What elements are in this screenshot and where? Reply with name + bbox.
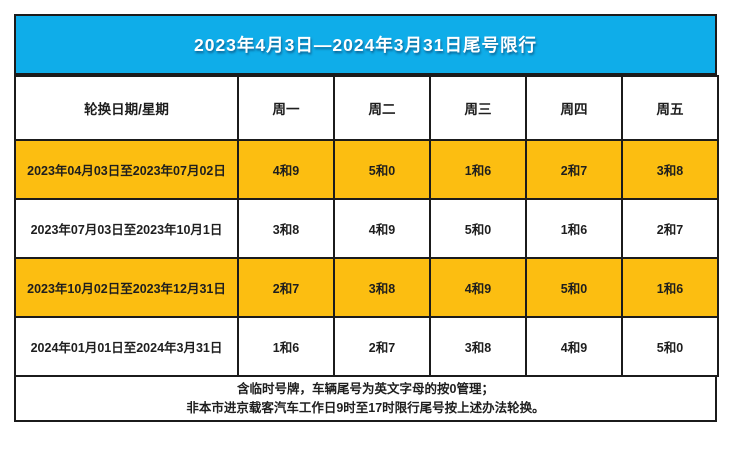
column-header-monday: 周一: [237, 75, 335, 141]
restriction-cell: 1和6: [429, 139, 527, 200]
restriction-cell: 4和9: [525, 316, 623, 377]
notice-title: 2023年4月3日—2024年3月31日尾号限行: [193, 35, 538, 55]
restriction-cell: 3和8: [237, 198, 335, 259]
restriction-cell: 1和6: [621, 257, 719, 318]
column-header-period: 轮换日期/星期: [14, 75, 239, 141]
restriction-schedule-table: 轮换日期/星期 周一 周二 周三 周四 周五 2023年04月03日至2023年…: [14, 75, 719, 377]
notice-title-bar: 2023年4月3日—2024年3月31日尾号限行: [14, 14, 717, 75]
restriction-cell: 2和7: [333, 316, 431, 377]
restriction-cell: 1和6: [525, 198, 623, 259]
footer-note-line1: 含临时号牌，车辆尾号为英文字母的按0管理；: [237, 381, 494, 396]
table-row: 2024年01月01日至2024年3月31日 1和6 2和7 3和8 4和9 5…: [14, 316, 719, 377]
restriction-cell: 4和9: [429, 257, 527, 318]
period-cell: 2023年07月03日至2023年10月1日: [14, 198, 239, 259]
column-header-tuesday: 周二: [333, 75, 431, 141]
restriction-cell: 2和7: [237, 257, 335, 318]
restriction-cell: 5和0: [333, 139, 431, 200]
footer-note: 含临时号牌，车辆尾号为英文字母的按0管理； 非本市进京载客汽车工作日9时至17时…: [14, 377, 717, 422]
restriction-cell: 3和8: [429, 316, 527, 377]
period-cell: 2024年01月01日至2024年3月31日: [14, 316, 239, 377]
restriction-cell: 5和0: [621, 316, 719, 377]
restriction-cell: 1和6: [237, 316, 335, 377]
restriction-cell: 3和8: [621, 139, 719, 200]
period-cell: 2023年04月03日至2023年07月02日: [14, 139, 239, 200]
table-header-row: 轮换日期/星期 周一 周二 周三 周四 周五: [14, 75, 719, 141]
table-row: 2023年07月03日至2023年10月1日 3和8 4和9 5和0 1和6 2…: [14, 198, 719, 259]
restriction-cell: 4和9: [333, 198, 431, 259]
restriction-cell: 4和9: [237, 139, 335, 200]
restriction-cell: 2和7: [525, 139, 623, 200]
column-header-thursday: 周四: [525, 75, 623, 141]
period-cell: 2023年10月02日至2023年12月31日: [14, 257, 239, 318]
restriction-cell: 5和0: [429, 198, 527, 259]
table-row: 2023年04月03日至2023年07月02日 4和9 5和0 1和6 2和7 …: [14, 139, 719, 200]
restriction-cell: 5和0: [525, 257, 623, 318]
restriction-cell: 2和7: [621, 198, 719, 259]
column-header-wednesday: 周三: [429, 75, 527, 141]
table-row: 2023年10月02日至2023年12月31日 2和7 3和8 4和9 5和0 …: [14, 257, 719, 318]
restriction-cell: 3和8: [333, 257, 431, 318]
footer-note-line2: 非本市进京载客汽车工作日9时至17时限行尾号按上述办法轮换。: [186, 400, 545, 415]
restriction-notice-panel: 2023年4月3日—2024年3月31日尾号限行 轮换日期/星期 周一 周二 周…: [14, 14, 719, 422]
column-header-friday: 周五: [621, 75, 719, 141]
